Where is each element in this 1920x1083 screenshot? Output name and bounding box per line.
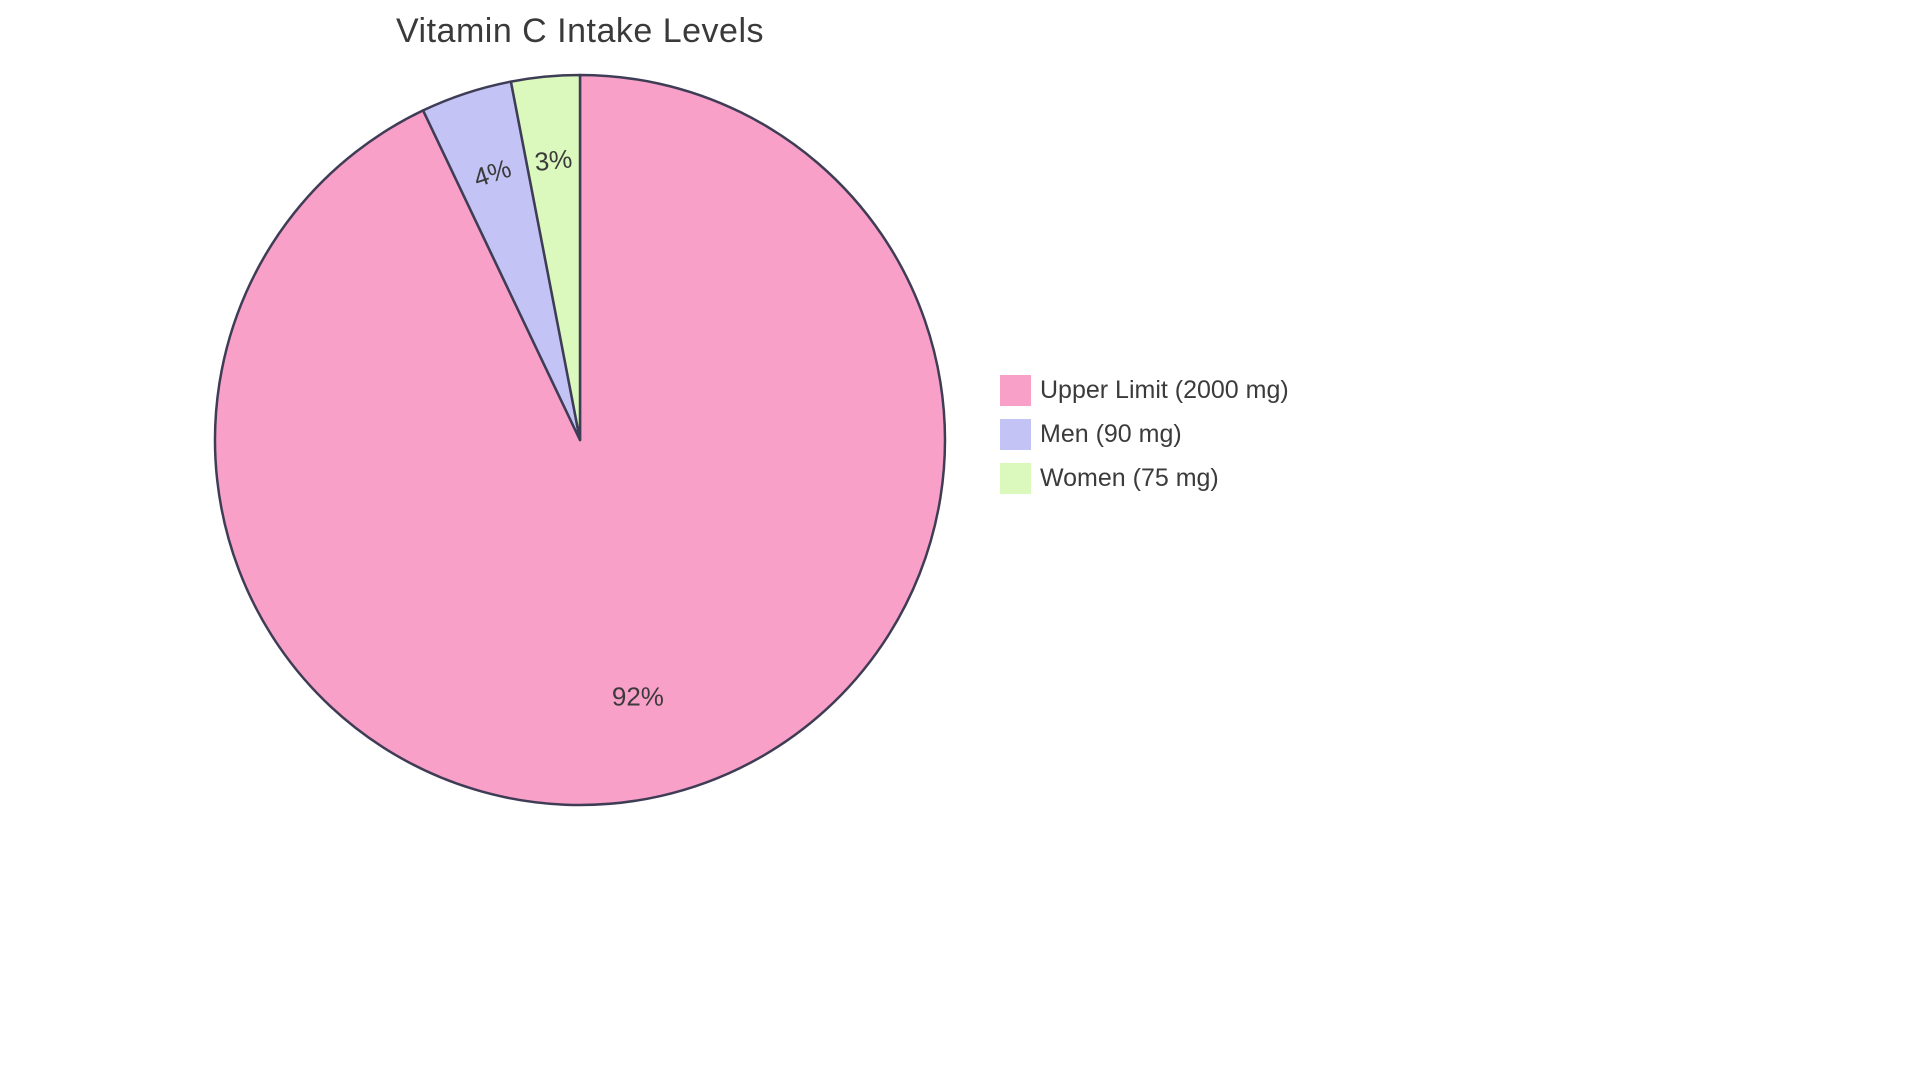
legend-label-men: Men (90 mg) [1040,420,1182,448]
chart-title: Vitamin C Intake Levels [395,12,765,50]
legend: Upper Limit (2000 mg) Men (90 mg) Women … [1000,375,1289,494]
legend-label-women: Women (75 mg) [1040,464,1219,492]
legend-item-women[interactable]: Women (75 mg) [1000,463,1289,494]
legend-label-upper-limit: Upper Limit (2000 mg) [1040,376,1289,404]
legend-item-men[interactable]: Men (90 mg) [1000,419,1289,450]
pie-slices [213,73,947,807]
legend-item-upper-limit[interactable]: Upper Limit (2000 mg) [1000,375,1289,406]
pie-slice-labels: 92%4% 3% [470,143,664,711]
legend-swatch-men[interactable] [1000,419,1031,450]
slice-percent-label-2: 3% [533,143,573,176]
pie-slice-2[interactable] [509,73,582,442]
legend-swatch-women[interactable] [1000,463,1031,494]
legend-swatch-upper-limit[interactable] [1000,375,1031,406]
slice-percent-label-0: 92% [612,681,664,711]
